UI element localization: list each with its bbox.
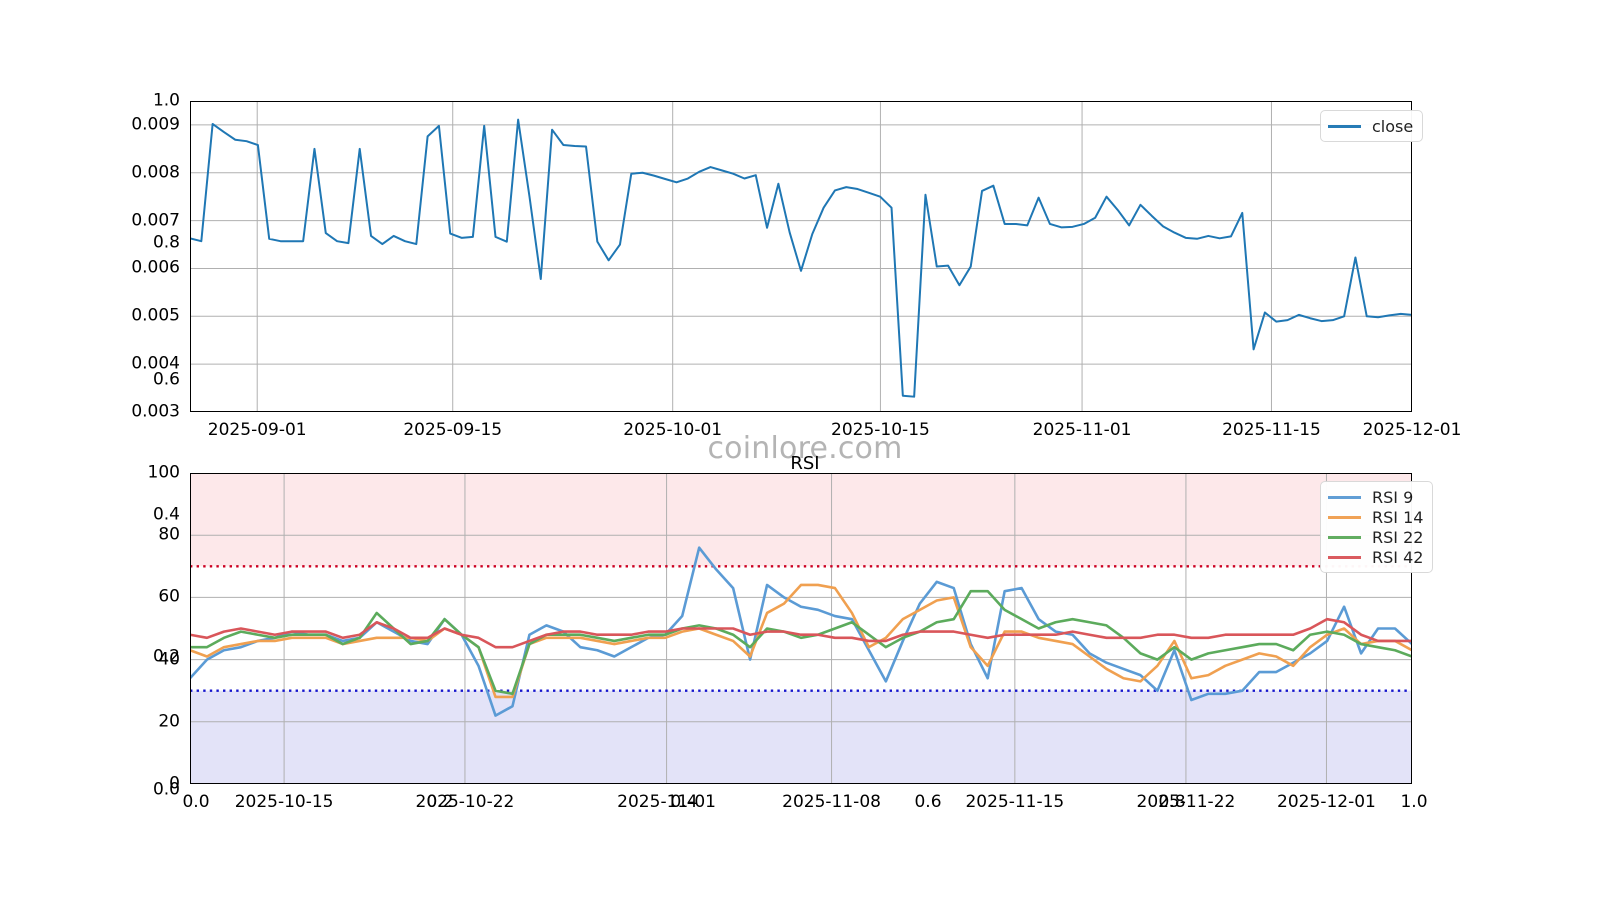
rsi-y-tick-100: 100 bbox=[147, 462, 180, 483]
rsi-x-tick-2025-11-15: 2025-11-15 bbox=[965, 792, 1065, 812]
rsi-panel-title: RSI bbox=[790, 453, 820, 474]
rsi-x-tick-2025-11-22: 2025-11-22 bbox=[1136, 792, 1236, 812]
price-x-tick-2025-10-01: 2025-10-01 bbox=[623, 420, 723, 440]
price-x-tick-2025-10-15: 2025-10-15 bbox=[831, 420, 930, 440]
price-y-overlay-tick-0.8: 0.8 bbox=[152, 232, 180, 253]
legend-line-swatch-icon bbox=[1328, 535, 1361, 539]
rsi-x-overlay-tick-0.6: 0.6 bbox=[914, 792, 942, 812]
price-y-tick-0.007: 0.007 bbox=[131, 210, 180, 231]
rsi-legend-label: RSI 14 bbox=[1372, 507, 1424, 527]
rsi-legend-label: RSI 22 bbox=[1372, 527, 1424, 547]
rsi-y-tick-80: 80 bbox=[158, 524, 180, 545]
price-y-tick-0.003: 0.003 bbox=[131, 401, 180, 422]
rsi-x-overlay-tick-0.2: 0.2 bbox=[426, 792, 454, 812]
rsi-legend[interactable]: RSI 9 RSI 14 RSI 22 RSI 42 bbox=[1320, 481, 1434, 573]
rsi-y-tick-20: 20 bbox=[158, 711, 180, 732]
rsi-x-tick-2025-12-01: 2025-12-01 bbox=[1277, 792, 1376, 812]
price-legend-item-close[interactable]: close bbox=[1328, 116, 1413, 136]
rsi-y-tick-60: 60 bbox=[158, 586, 180, 607]
rsi-plot-area bbox=[190, 473, 1412, 784]
price-y-tick-0.004: 0.004 bbox=[131, 353, 180, 374]
price-y-tick-0.006: 0.006 bbox=[131, 257, 180, 278]
price-chart-panel bbox=[190, 101, 1412, 412]
rsi-y-tick-0: 0 bbox=[169, 773, 180, 794]
price-y-tick-0.009: 0.009 bbox=[131, 114, 180, 135]
rsi-y-overlay-tick-0.0: 0.0 bbox=[152, 779, 180, 800]
price-x-tick-2025-09-01: 2025-09-01 bbox=[207, 420, 307, 440]
rsi-line-rsi-14 bbox=[190, 583, 1412, 699]
rsi-legend-item-rsi-42[interactable]: RSI 42 bbox=[1328, 547, 1423, 567]
price-y-tick-0.005: 0.005 bbox=[131, 305, 180, 326]
rsi-y-overlay-tick-0.2: 0.2 bbox=[152, 646, 180, 667]
price-legend-label: close bbox=[1372, 116, 1414, 136]
rsi-line-rsi-42 bbox=[190, 617, 1412, 649]
rsi-x-overlay-tick-0.4: 0.4 bbox=[670, 792, 698, 812]
price-legend[interactable]: close bbox=[1320, 110, 1424, 142]
rsi-x-tick-2025-10-22: 2025-10-22 bbox=[415, 792, 515, 812]
price-y-overlay-tick-1.0: 1.0 bbox=[152, 90, 180, 111]
price-x-tick-2025-12-01: 2025-12-01 bbox=[1362, 420, 1462, 440]
rsi-x-overlay-tick-0.0: 0.0 bbox=[182, 792, 210, 812]
watermark-coinlore: coinlore.com bbox=[707, 431, 903, 466]
rsi-legend-item-rsi-9[interactable]: RSI 9 bbox=[1328, 487, 1423, 507]
rsi-x-tick-2025-11-01: 2025-11-01 bbox=[617, 792, 716, 812]
price-x-tick-2025-11-01: 2025-11-01 bbox=[1032, 420, 1132, 440]
rsi-chart-panel bbox=[190, 473, 1412, 784]
rsi-y-tick-40: 40 bbox=[158, 649, 180, 670]
price-x-tick-2025-11-15: 2025-11-15 bbox=[1222, 420, 1321, 440]
legend-line-swatch-icon bbox=[1328, 515, 1361, 519]
rsi-legend-item-rsi-22[interactable]: RSI 22 bbox=[1328, 527, 1423, 547]
rsi-legend-label: RSI 42 bbox=[1372, 547, 1424, 567]
price-plot-area bbox=[190, 101, 1412, 412]
rsi-x-overlay-tick-1.0: 1.0 bbox=[1400, 792, 1428, 812]
legend-line-swatch-icon bbox=[1328, 124, 1361, 128]
rsi-y-overlay-tick-0.4: 0.4 bbox=[152, 504, 180, 525]
price-line-close bbox=[190, 118, 1412, 398]
rsi-x-overlay-tick-0.8: 0.8 bbox=[1158, 792, 1186, 812]
rsi-overbought-zone bbox=[190, 473, 1412, 567]
rsi-line-rsi-9 bbox=[190, 546, 1412, 717]
price-y-tick-0.008: 0.008 bbox=[131, 162, 180, 183]
legend-line-swatch-icon bbox=[1328, 495, 1361, 499]
legend-line-swatch-icon bbox=[1328, 555, 1361, 559]
rsi-oversold-zone bbox=[190, 690, 1412, 784]
price-y-overlay-tick-0.6: 0.6 bbox=[152, 369, 180, 390]
rsi-x-tick-2025-10-15: 2025-10-15 bbox=[234, 792, 334, 812]
price-x-tick-2025-09-15: 2025-09-15 bbox=[403, 420, 503, 440]
rsi-legend-item-rsi-14[interactable]: RSI 14 bbox=[1328, 507, 1423, 527]
rsi-x-tick-2025-11-08: 2025-11-08 bbox=[782, 792, 881, 812]
rsi-legend-label: RSI 9 bbox=[1372, 487, 1414, 507]
